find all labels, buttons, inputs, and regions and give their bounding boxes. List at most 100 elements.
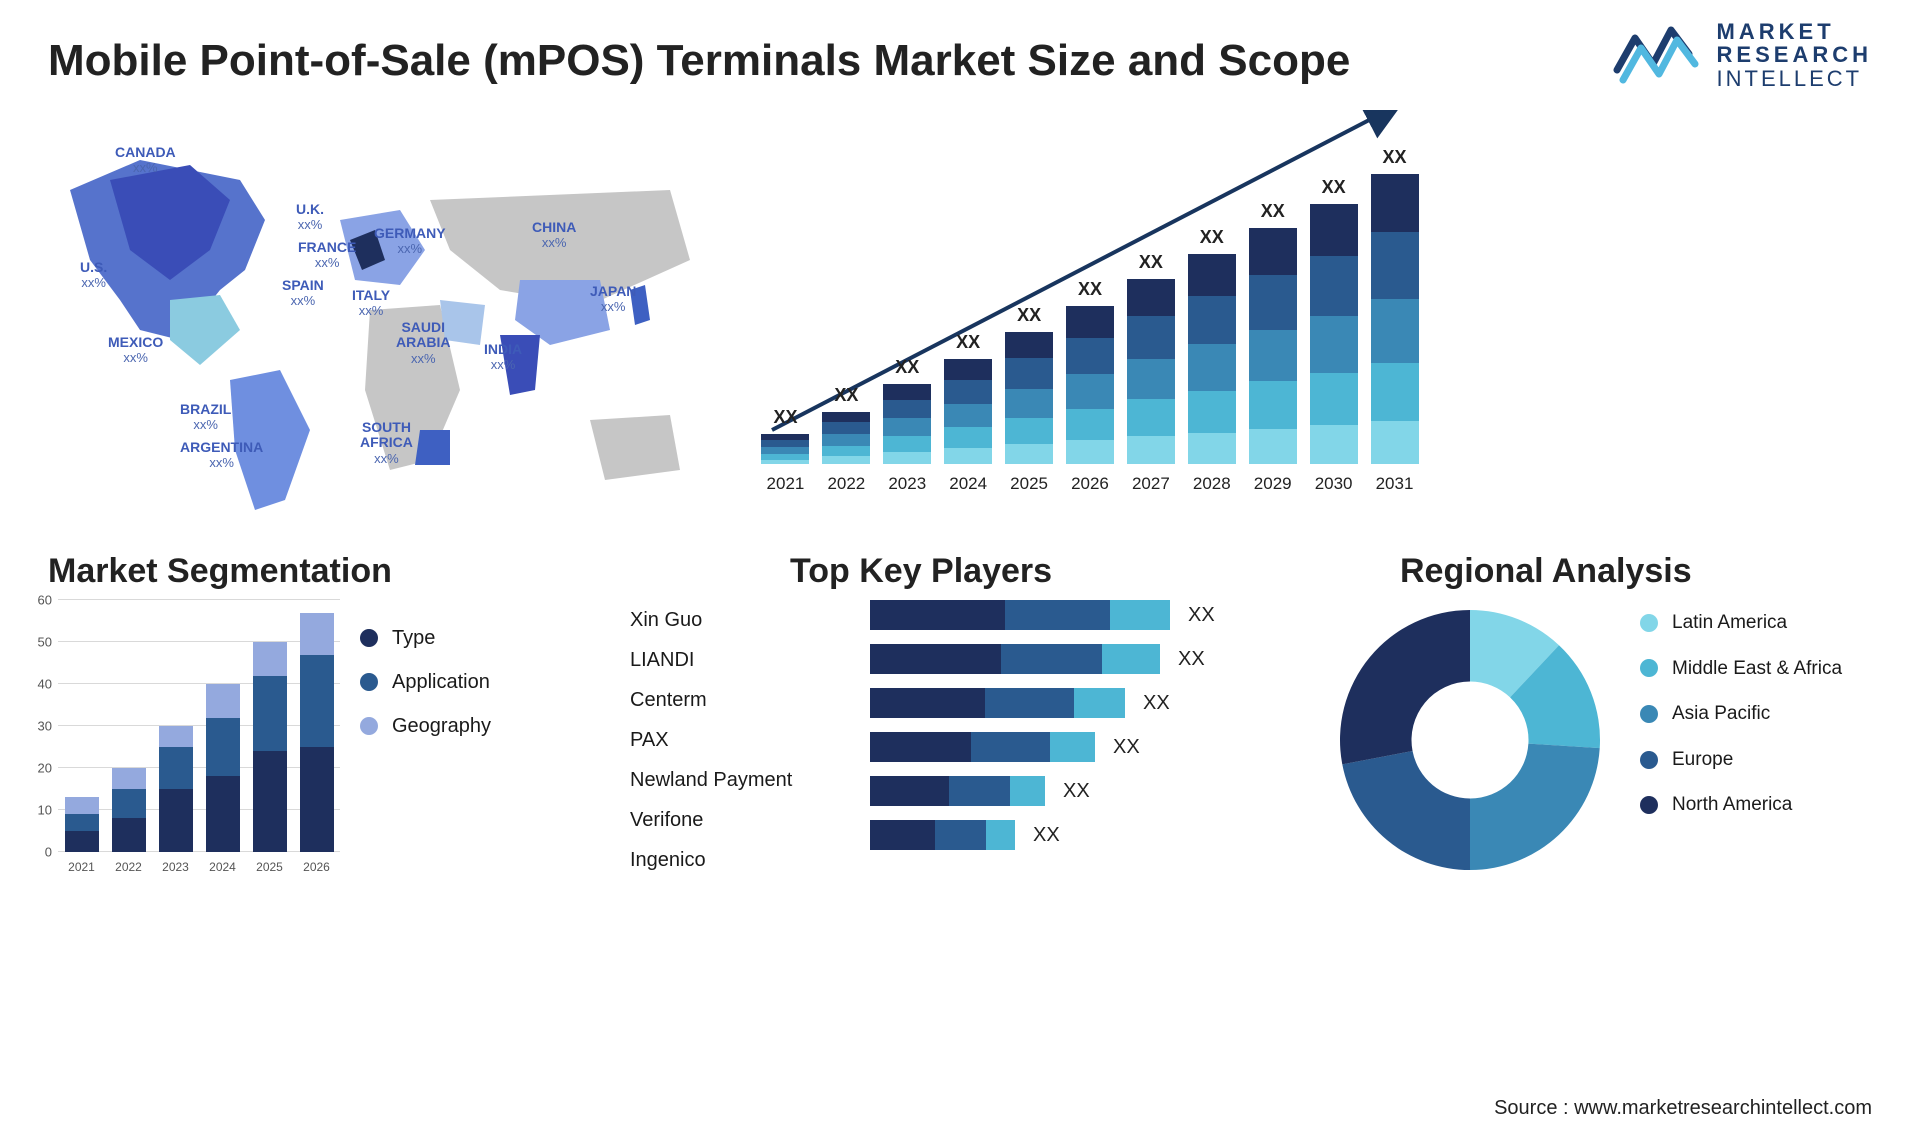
main-bar-seg bbox=[822, 434, 870, 445]
main-bar-2027: XX2027 bbox=[1125, 252, 1176, 494]
main-bar-seg bbox=[761, 447, 809, 454]
main-bar-value-label: XX bbox=[1261, 201, 1285, 222]
main-bar-seg bbox=[1005, 389, 1053, 418]
logo-text: MARKET RESEARCH INTELLECT bbox=[1717, 20, 1872, 89]
seg-bar-seg bbox=[300, 613, 334, 655]
main-bar-seg bbox=[1371, 363, 1419, 421]
seg-bar-seg bbox=[65, 797, 99, 814]
kp-name: PAX bbox=[630, 720, 792, 760]
main-bar-value-label: XX bbox=[773, 407, 797, 428]
main-bar-2023: XX2023 bbox=[882, 357, 933, 494]
map-label-india: INDIAxx% bbox=[484, 342, 522, 373]
seg-bar-seg bbox=[159, 747, 193, 789]
market-size-chart: XX2021XX2022XX2023XX2024XX2025XX2026XX20… bbox=[760, 130, 1420, 530]
kp-name: Centerm bbox=[630, 680, 792, 720]
main-bar-seg bbox=[883, 452, 931, 464]
main-bar-value-label: XX bbox=[1200, 227, 1224, 248]
segmentation-title: Market Segmentation bbox=[48, 552, 392, 591]
kp-bar-row: XX bbox=[870, 820, 1290, 850]
donut-seg bbox=[1340, 610, 1470, 764]
kp-bar-seg bbox=[870, 644, 1001, 674]
main-bar-seg bbox=[1005, 444, 1053, 464]
main-bar-value-label: XX bbox=[1322, 177, 1346, 198]
main-bar-seg bbox=[1066, 440, 1114, 464]
map-label-u-s-: U.S.xx% bbox=[80, 260, 107, 291]
main-bar-year-label: 2025 bbox=[1010, 474, 1048, 494]
main-bar-seg bbox=[1249, 228, 1297, 275]
main-bar-seg bbox=[883, 400, 931, 418]
main-bar-value-label: XX bbox=[956, 332, 980, 353]
seg-bar-2022 bbox=[111, 768, 146, 852]
map-label-canada: CANADAxx% bbox=[115, 145, 176, 176]
regional-title: Regional Analysis bbox=[1400, 552, 1692, 591]
kp-bar-seg bbox=[1001, 644, 1103, 674]
donut-seg bbox=[1342, 751, 1470, 870]
world-map-svg bbox=[30, 130, 730, 530]
seg-bar-2024 bbox=[205, 684, 240, 852]
kp-bar-seg bbox=[935, 820, 986, 850]
kp-bar-seg bbox=[985, 688, 1074, 718]
main-bar-year-label: 2031 bbox=[1376, 474, 1414, 494]
main-bar-seg bbox=[761, 440, 809, 447]
main-bar-value-label: XX bbox=[834, 385, 858, 406]
main-bar-seg bbox=[1066, 338, 1114, 374]
seg-bar-seg bbox=[253, 751, 287, 852]
seg-bar-seg bbox=[253, 676, 287, 752]
main-bar-value-label: XX bbox=[1078, 279, 1102, 300]
kp-bar-seg bbox=[870, 732, 971, 762]
kp-bar-seg bbox=[1102, 644, 1160, 674]
kp-bar-row: XX bbox=[870, 600, 1290, 630]
seg-bar-seg bbox=[300, 747, 334, 852]
map-label-argentina: ARGENTINAxx% bbox=[180, 440, 263, 471]
donut-seg bbox=[1470, 744, 1600, 870]
main-bar-seg bbox=[944, 359, 992, 380]
main-bar-seg bbox=[1371, 174, 1419, 232]
main-bar-seg bbox=[1310, 373, 1358, 425]
map-label-china: CHINAxx% bbox=[532, 220, 576, 251]
main-bar-seg bbox=[1066, 306, 1114, 338]
map-label-saudi-arabia: SAUDIARABIAxx% bbox=[396, 320, 450, 366]
kp-bar-seg bbox=[1074, 688, 1125, 718]
kp-bar-seg bbox=[870, 688, 985, 718]
main-bar-seg bbox=[1066, 409, 1114, 441]
map-label-spain: SPAINxx% bbox=[282, 278, 324, 309]
regional-legend: Latin AmericaMiddle East & AfricaAsia Pa… bbox=[1640, 600, 1842, 828]
main-bar-year-label: 2027 bbox=[1132, 474, 1170, 494]
main-bar-2026: XX2026 bbox=[1065, 279, 1116, 494]
main-bar-seg bbox=[761, 460, 809, 465]
main-bar-2022: XX 2022 bbox=[821, 385, 872, 494]
seg-bar-seg bbox=[206, 776, 240, 852]
main-bar-value-label: XX bbox=[895, 357, 919, 378]
main-bar-seg bbox=[1127, 359, 1175, 400]
page-title: Mobile Point-of-Sale (mPOS) Terminals Ma… bbox=[48, 36, 1350, 86]
segmentation-legend: TypeApplicationGeography bbox=[360, 616, 491, 748]
seg-bar-seg bbox=[206, 684, 240, 718]
main-bar-seg bbox=[1127, 399, 1175, 436]
map-label-u-k-: U.K.xx% bbox=[296, 202, 324, 233]
main-bar-seg bbox=[1066, 374, 1114, 409]
main-bar-seg bbox=[1310, 256, 1358, 316]
main-bar-year-label: 2022 bbox=[827, 474, 865, 494]
seg-bar-seg bbox=[253, 642, 287, 676]
main-bar-seg bbox=[1310, 316, 1358, 373]
main-bar-year-label: 2024 bbox=[949, 474, 987, 494]
main-bar-year-label: 2028 bbox=[1193, 474, 1231, 494]
main-bar-seg bbox=[1005, 332, 1053, 358]
donut-legend-item: Asia Pacific bbox=[1640, 691, 1842, 737]
world-map: CANADAxx%U.S.xx%MEXICOxx%BRAZILxx%ARGENT… bbox=[30, 130, 730, 530]
map-label-mexico: MEXICOxx% bbox=[108, 335, 163, 366]
main-bar-seg bbox=[883, 436, 931, 452]
kp-bar-seg bbox=[870, 776, 949, 806]
main-bar-seg bbox=[883, 384, 931, 400]
main-bar-seg bbox=[822, 422, 870, 434]
main-bar-seg bbox=[1188, 344, 1236, 390]
keyplayers-title: Top Key Players bbox=[790, 552, 1052, 591]
main-bar-seg bbox=[1310, 204, 1358, 256]
donut-legend-item: North America bbox=[1640, 782, 1842, 828]
kp-name: LIANDI bbox=[630, 640, 792, 680]
donut-legend-item: Latin America bbox=[1640, 600, 1842, 646]
main-bar-seg bbox=[944, 380, 992, 404]
kp-bar-row: XX bbox=[870, 644, 1290, 674]
seg-legend-item: Geography bbox=[360, 704, 491, 748]
main-bar-seg bbox=[944, 404, 992, 427]
